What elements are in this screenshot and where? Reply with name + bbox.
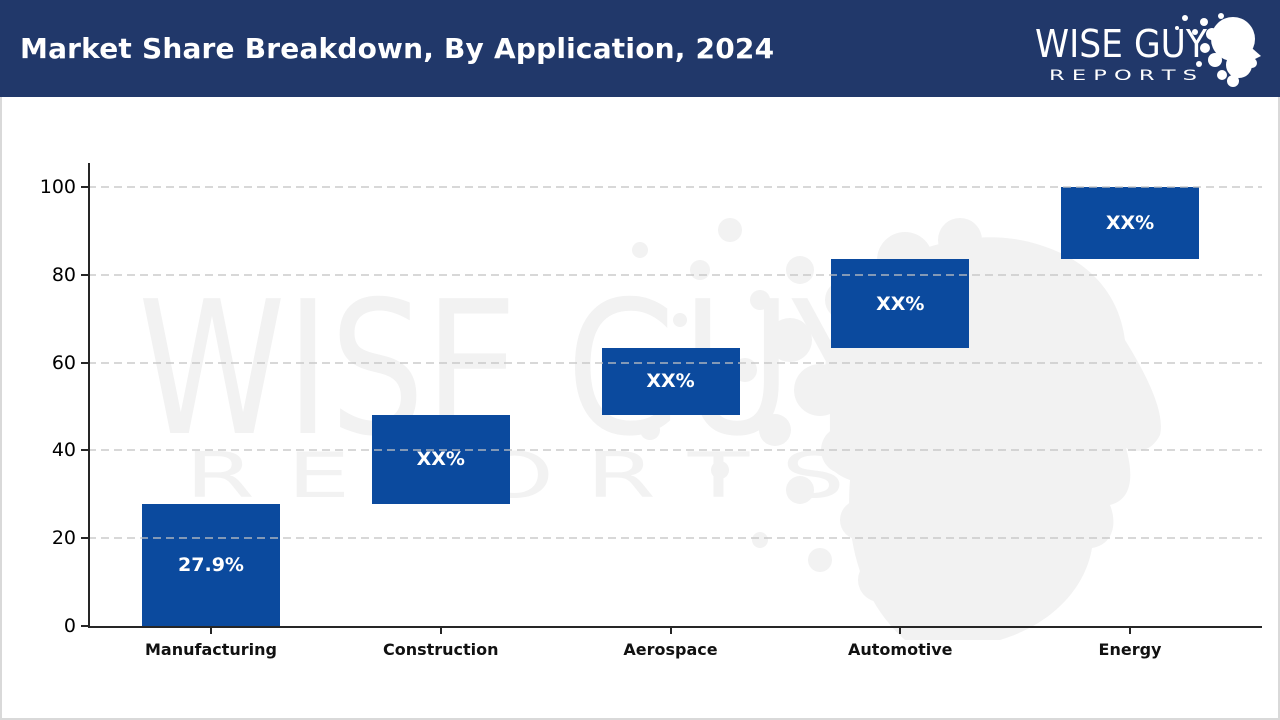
bar-value-label: XX%	[876, 292, 925, 315]
y-tick-40	[81, 449, 88, 452]
bar-value-label: XX%	[646, 370, 695, 393]
x-category-label: Automotive	[848, 640, 953, 659]
page-title: Market Share Breakdown, By Application, …	[20, 32, 775, 65]
x-axis-line	[88, 626, 1262, 628]
bar-aerospace	[601, 348, 740, 415]
gridline-80	[88, 273, 1262, 276]
y-tick-0	[81, 625, 88, 627]
x-tick-4	[1129, 627, 1131, 634]
logo-head-icon	[1175, 13, 1261, 87]
x-tick-3	[899, 627, 902, 634]
bar-value-label: XX%	[1105, 212, 1155, 235]
y-axis-line	[88, 163, 90, 628]
y-tick-20	[81, 537, 88, 540]
x-category-label: Aerospace	[623, 640, 718, 659]
y-tick-label-80: 80	[51, 263, 76, 286]
gridline-60	[88, 361, 1262, 364]
x-category-label: Construction	[382, 640, 499, 659]
x-tick-0	[210, 627, 212, 634]
header-bar: Market Share Breakdown, By Application, …	[0, 0, 1280, 97]
y-tick-label-0: 0	[63, 615, 76, 637]
x-tick-2	[669, 627, 672, 634]
y-tick-label-40: 40	[51, 439, 76, 462]
gridline-100	[88, 186, 1262, 188]
bar-manufacturing	[142, 503, 280, 626]
y-tick-label-100: 100	[39, 176, 76, 198]
y-tick-label-20: 20	[51, 527, 76, 550]
gridline-20	[88, 537, 1262, 540]
logo-wiseguy-text: WISE GUY	[1035, 22, 1208, 66]
x-tick-1	[439, 627, 442, 634]
bar-construction	[371, 414, 510, 504]
wise-guy-reports-logo: WISE GUY R E P O R T S	[1035, 13, 1261, 87]
y-tick-60	[81, 361, 88, 364]
bar-value-label: XX%	[416, 448, 465, 471]
y-tick-80	[81, 273, 88, 276]
gridline-40	[88, 449, 1262, 452]
logo-reports-text: R E P O R T S	[1049, 68, 1197, 84]
bar-energy	[1061, 187, 1199, 260]
x-category-label: Manufacturing	[145, 640, 277, 659]
bar-value-label: 27.9%	[178, 553, 244, 576]
y-tick-label-60: 60	[51, 351, 76, 374]
y-tick-100	[81, 186, 88, 188]
x-category-label: Energy	[1098, 640, 1162, 659]
